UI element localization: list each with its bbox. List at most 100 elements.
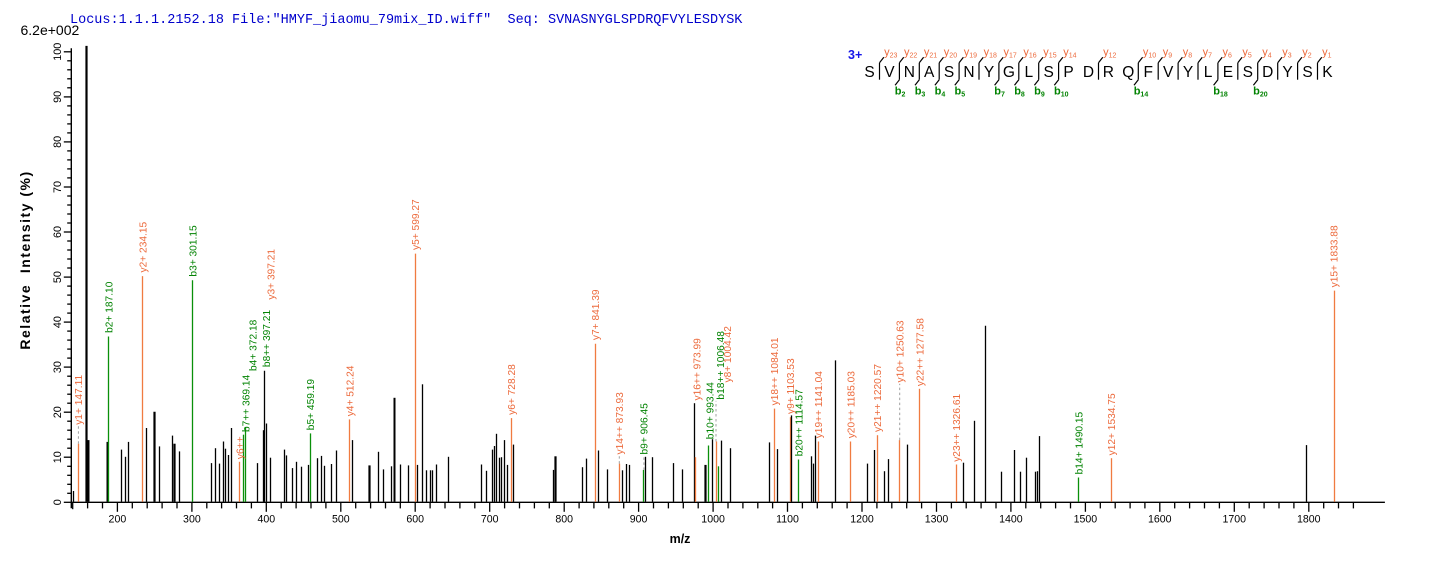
svg-text:y20++ 1185.03: y20++ 1185.03	[847, 371, 858, 439]
svg-text:b7: b7	[994, 86, 1005, 99]
svg-text:Locus:1.1.1.2152.18 File:"HMYF: Locus:1.1.1.2152.18 File:"HMYF_jiaomu_79…	[70, 13, 743, 28]
svg-text:100: 100	[52, 43, 64, 61]
svg-text:y23++ 1326.61: y23++ 1326.61	[952, 393, 963, 461]
svg-text:y18++ 1084.01: y18++ 1084.01	[770, 337, 781, 405]
svg-text:y9+ 1103.53: y9+ 1103.53	[786, 358, 797, 414]
svg-text:500: 500	[332, 514, 350, 526]
svg-text:20: 20	[52, 406, 64, 418]
svg-text:b5: b5	[955, 86, 966, 99]
svg-text:b5+ 459.19: b5+ 459.19	[306, 379, 317, 431]
svg-text:1200: 1200	[850, 514, 874, 526]
svg-text:R: R	[1103, 64, 1114, 81]
svg-text:S: S	[1044, 64, 1054, 81]
svg-text:y22++ 1277.58: y22++ 1277.58	[915, 318, 926, 386]
svg-text:D: D	[1083, 64, 1094, 81]
svg-text:b7++ 369.14: b7++ 369.14	[242, 374, 253, 432]
svg-text:D: D	[1262, 64, 1273, 81]
svg-text:y1+ 147.11: y1+ 147.11	[74, 375, 85, 425]
svg-text:1000: 1000	[701, 514, 725, 526]
svg-text:Q: Q	[1122, 64, 1134, 81]
svg-text:V: V	[884, 64, 895, 81]
svg-text:N: N	[904, 64, 915, 81]
svg-text:Y: Y	[1282, 64, 1292, 81]
svg-text:1400: 1400	[999, 514, 1023, 526]
svg-text:1800: 1800	[1297, 514, 1321, 526]
svg-text:200: 200	[109, 514, 127, 526]
svg-text:80: 80	[52, 136, 64, 148]
svg-text:6.2e+002: 6.2e+002	[21, 22, 80, 38]
svg-text:y8: y8	[1183, 47, 1193, 60]
svg-text:b4+ 372.18: b4+ 372.18	[249, 319, 260, 371]
svg-text:y8+ 1004.42: y8+ 1004.42	[723, 326, 734, 383]
svg-text:S: S	[944, 64, 954, 81]
svg-text:y7+ 841.39: y7+ 841.39	[591, 289, 602, 340]
svg-text:y6: y6	[1223, 47, 1233, 60]
svg-text:700: 700	[481, 514, 499, 526]
svg-text:1300: 1300	[925, 514, 949, 526]
svg-text:b3+ 301.15: b3+ 301.15	[189, 225, 200, 277]
svg-text:S: S	[1243, 64, 1253, 81]
svg-text:y1: y1	[1322, 47, 1332, 60]
svg-text:y3+ 397.21: y3+ 397.21	[267, 249, 278, 300]
svg-text:b9: b9	[1034, 86, 1045, 99]
svg-text:L: L	[1024, 64, 1033, 81]
svg-text:y16++ 973.99: y16++ 973.99	[692, 338, 703, 401]
svg-text:50: 50	[52, 271, 64, 283]
svg-text:y10+ 1250.63: y10+ 1250.63	[895, 320, 906, 382]
svg-text:b8++ 397.21: b8++ 397.21	[262, 310, 273, 368]
svg-text:Y: Y	[984, 64, 994, 81]
svg-text:Relative Intensity (%): Relative Intensity (%)	[17, 170, 33, 349]
svg-text:y4+ 512.24: y4+ 512.24	[346, 365, 357, 416]
svg-text:800: 800	[555, 514, 573, 526]
svg-text:G: G	[1003, 64, 1015, 81]
svg-text:70: 70	[52, 181, 64, 193]
svg-text:F: F	[1143, 64, 1152, 81]
svg-text:K: K	[1322, 64, 1333, 81]
svg-text:30: 30	[52, 361, 64, 373]
svg-text:1700: 1700	[1223, 514, 1247, 526]
svg-text:L: L	[1204, 64, 1213, 81]
svg-text:90: 90	[52, 91, 64, 103]
svg-text:y12+ 1534.75: y12+ 1534.75	[1107, 393, 1118, 455]
svg-text:m/z: m/z	[670, 532, 691, 546]
svg-text:y14++ 873.93: y14++ 873.93	[615, 392, 626, 455]
svg-text:b3: b3	[915, 86, 926, 99]
svg-text:b2+ 187.10: b2+ 187.10	[105, 281, 116, 333]
svg-text:b8: b8	[1014, 86, 1025, 99]
svg-text:y3: y3	[1282, 47, 1292, 60]
svg-text:b2: b2	[895, 86, 906, 99]
svg-text:b20++ 1114.57: b20++ 1114.57	[794, 389, 805, 456]
svg-text:b9+ 906.45: b9+ 906.45	[640, 403, 651, 455]
svg-text:b4: b4	[935, 86, 946, 99]
svg-text:400: 400	[257, 514, 275, 526]
svg-text:600: 600	[406, 514, 424, 526]
svg-text:b10+ 993.44: b10+ 993.44	[706, 382, 717, 439]
svg-text:1100: 1100	[776, 514, 799, 526]
svg-text:y19++ 1141.04: y19++ 1141.04	[814, 371, 825, 439]
svg-text:b18++ 1006.48: b18++ 1006.48	[716, 331, 727, 400]
svg-text:y4: y4	[1262, 47, 1272, 60]
svg-text:y5+ 599.27: y5+ 599.27	[411, 199, 422, 250]
svg-text:1500: 1500	[1074, 514, 1098, 526]
svg-text:Y: Y	[1183, 64, 1193, 81]
svg-text:60: 60	[52, 226, 64, 238]
svg-text:A: A	[924, 64, 935, 81]
svg-text:y6++: y6++	[236, 436, 247, 459]
svg-text:900: 900	[630, 514, 648, 526]
svg-text:S: S	[864, 64, 874, 81]
svg-text:V: V	[1163, 64, 1174, 81]
svg-text:y15+ 1833.88: y15+ 1833.88	[1330, 225, 1341, 287]
svg-text:300: 300	[183, 514, 201, 526]
svg-text:b14+ 1490.15: b14+ 1490.15	[1074, 411, 1085, 474]
svg-text:y7: y7	[1203, 47, 1213, 60]
svg-text:S: S	[1302, 64, 1312, 81]
svg-text:0: 0	[52, 499, 64, 505]
svg-text:N: N	[963, 64, 974, 81]
svg-text:E: E	[1223, 64, 1233, 81]
svg-text:y5: y5	[1242, 47, 1252, 60]
svg-text:y9: y9	[1163, 47, 1173, 60]
svg-text:y2: y2	[1302, 47, 1312, 60]
svg-text:40: 40	[52, 316, 64, 328]
svg-text:1600: 1600	[1148, 514, 1172, 526]
svg-text:y2+ 234.15: y2+ 234.15	[139, 221, 150, 272]
